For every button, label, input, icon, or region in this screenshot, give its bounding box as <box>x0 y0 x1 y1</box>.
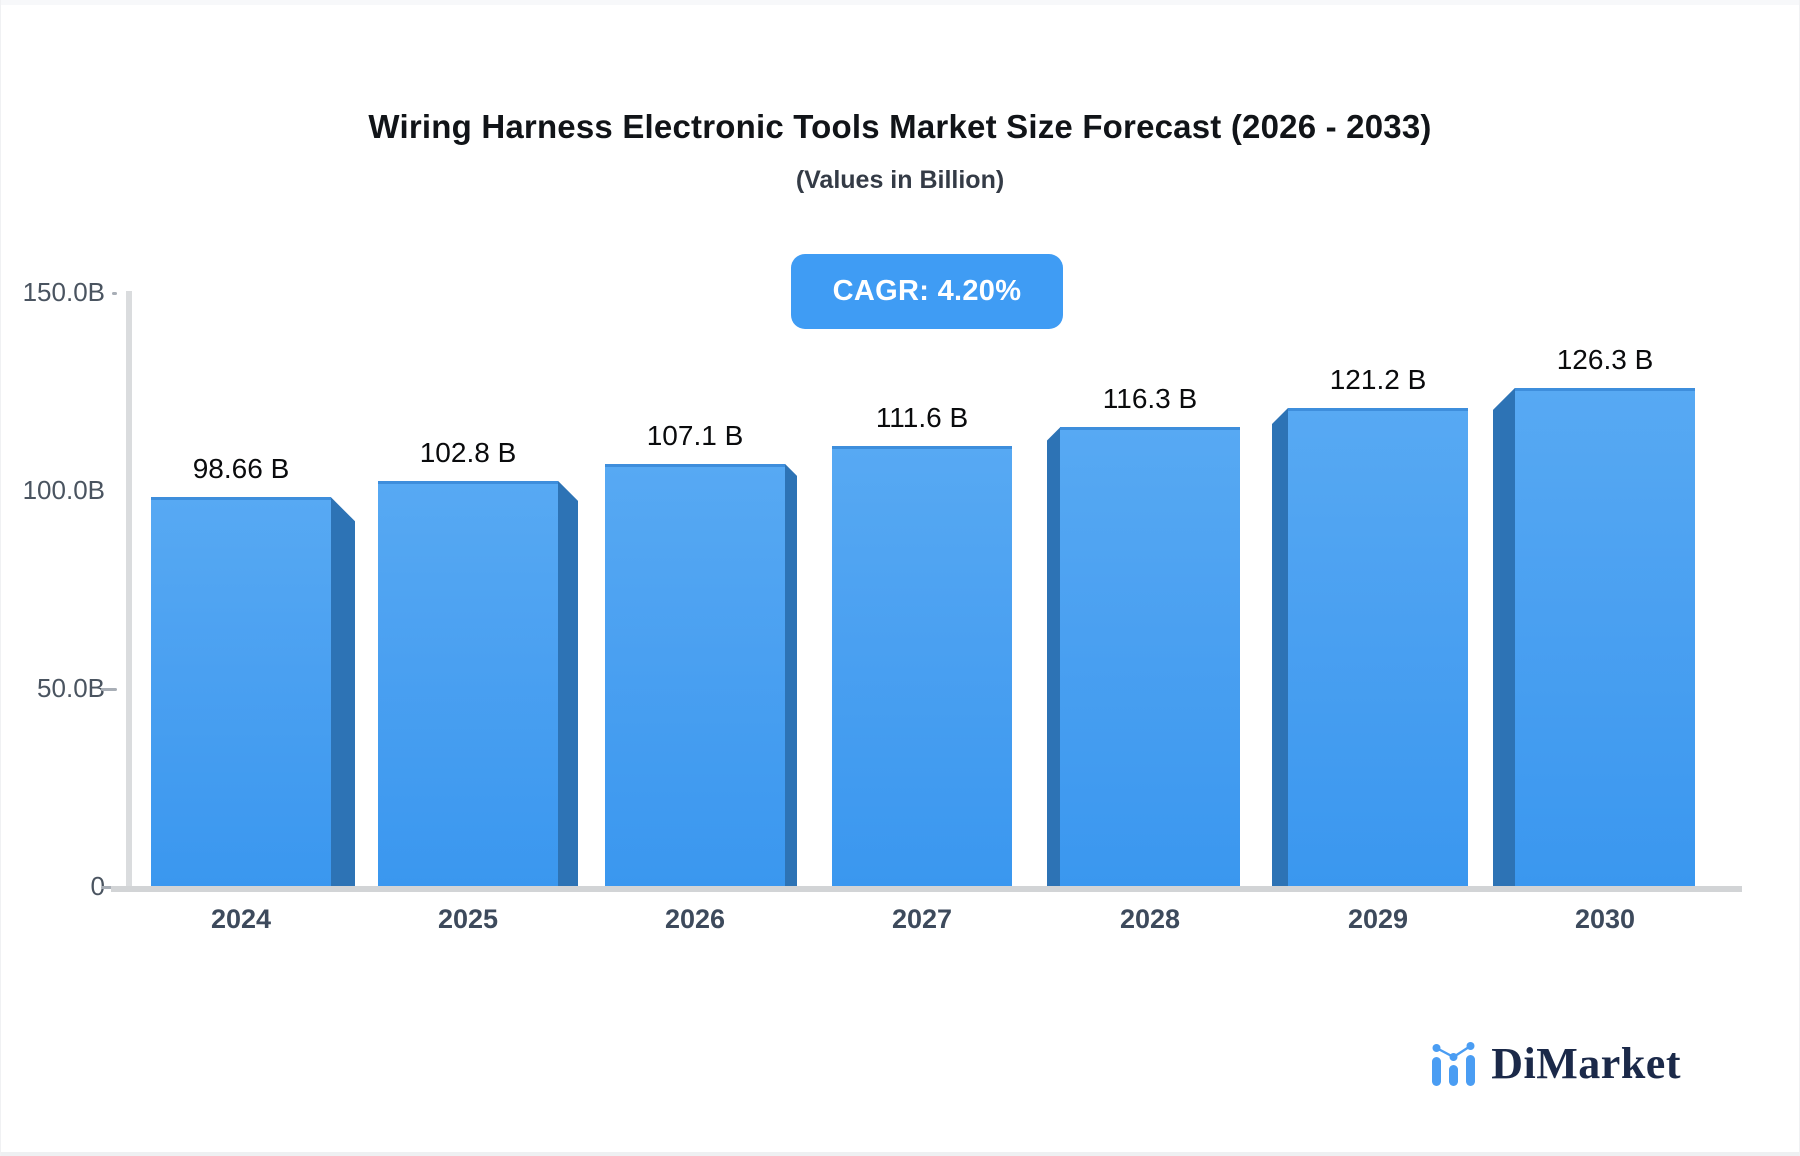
x-axis-baseline <box>111 886 1742 892</box>
bar-2024 <box>151 497 331 888</box>
bar-value-label: 126.3 B <box>1556 343 1654 375</box>
bar-2028 <box>1060 427 1240 888</box>
top-edge-strip <box>1 0 1799 5</box>
brand-logo: DiMarket <box>1429 1038 1681 1089</box>
x-axis-label: 2028 <box>1119 904 1181 934</box>
bar-3d-side <box>1047 427 1060 888</box>
x-axis-label: 2027 <box>891 904 953 934</box>
bar-3d-side <box>1493 387 1515 888</box>
x-axis-label: 2030 <box>1574 904 1636 934</box>
x-axis-label: 2024 <box>210 904 272 934</box>
bar-3d-side <box>785 463 797 888</box>
x-axis-label: 2029 <box>1347 904 1409 934</box>
x-axis-label: 2026 <box>664 904 726 934</box>
x-axis-label: 2025 <box>437 904 499 934</box>
y-axis-tick-label: 150.0B <box>22 277 105 307</box>
bar-value-label: 98.66 B <box>192 453 290 485</box>
bar-value-label: 116.3 B <box>1102 383 1198 415</box>
cagr-badge: CAGR: 4.20% <box>791 254 1063 329</box>
chart-subtitle: (Values in Billion) <box>795 166 1005 194</box>
bar-2029 <box>1288 408 1468 888</box>
bar-value-label: 102.8 B <box>419 436 517 468</box>
brand-name: DiMarket <box>1491 1039 1681 1088</box>
bar-3d-side <box>1272 408 1288 888</box>
bar-value-label: 111.6 B <box>875 402 969 434</box>
y-axis-tick-label: 0 <box>90 871 105 901</box>
bar-value-label: 107.1 B <box>646 419 744 451</box>
bar-3d-side <box>558 480 578 888</box>
bar-value-label: 121.2 B <box>1329 364 1427 396</box>
y-axis-tick-mark <box>112 292 117 295</box>
page-title: Wiring Harness Electronic Tools Market S… <box>368 108 1432 145</box>
y-axis-tick-mark <box>101 886 117 889</box>
bar-2025 <box>378 480 558 888</box>
bar-line-chart-icon <box>1432 1041 1476 1086</box>
y-axis-line <box>126 291 132 891</box>
y-axis-tick-mark <box>101 688 117 691</box>
bottom-edge-strip <box>1 1152 1799 1156</box>
y-axis-tick-label: 100.0B <box>22 475 105 505</box>
bar-3d-side <box>331 497 355 888</box>
bar-2030 <box>1515 387 1695 888</box>
bar-2027 <box>832 446 1012 888</box>
y-axis-tick-label: 50.0B <box>37 673 105 703</box>
bar-2026 <box>605 463 785 888</box>
